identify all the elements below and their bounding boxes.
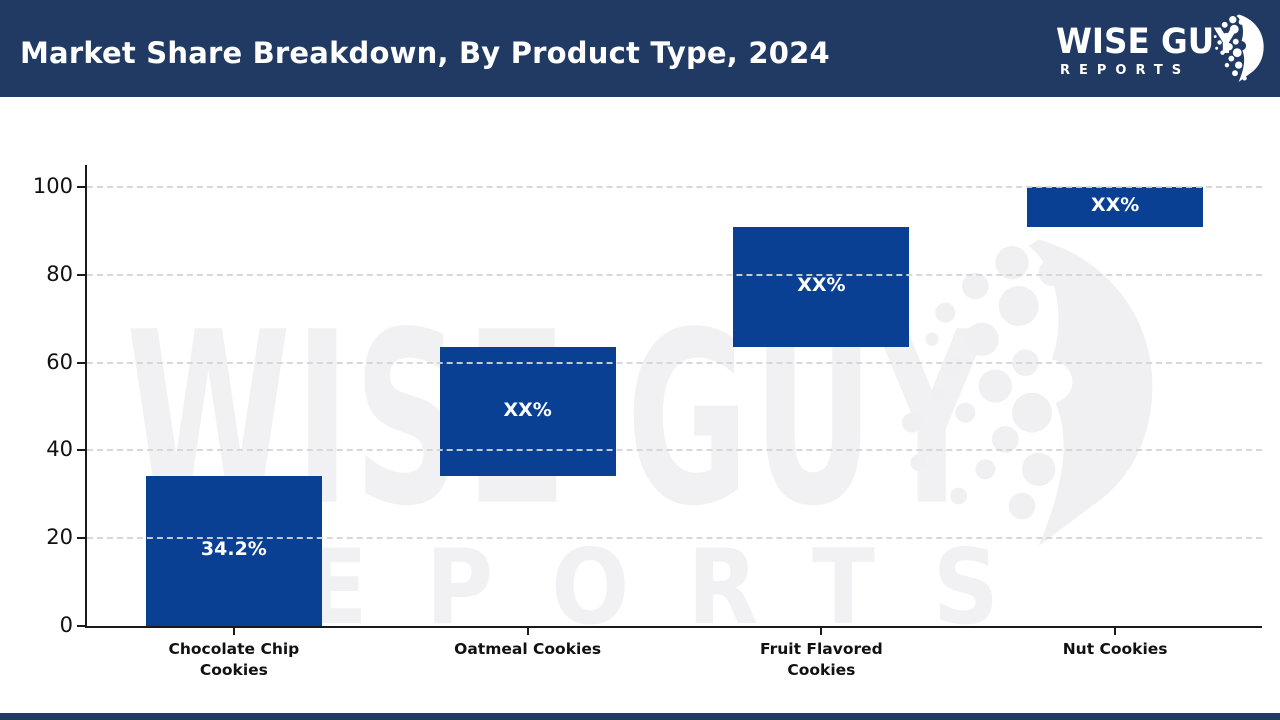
x-tick-label-oatmeal-cookies: Oatmeal Cookies: [413, 639, 643, 660]
x-tickmark-oatmeal-cookies: [526, 628, 529, 635]
y-tick-label-0: 0: [59, 613, 73, 637]
gridline-20: [87, 537, 1262, 540]
x-tick-label-chocolate-chip-cookies: Chocolate Chip Cookies: [119, 639, 349, 681]
y-tick-label-40: 40: [46, 437, 73, 462]
bar-value-label-fruit-flavored-cookies: XX%: [797, 274, 846, 297]
gridline-40: [87, 449, 1262, 452]
x-tick-label-line: Cookies: [787, 661, 856, 679]
bar-value-label-chocolate-chip-cookies: 34.2%: [200, 537, 267, 560]
y-axis-spine: [85, 165, 87, 628]
y-tick-label-60: 60: [46, 349, 73, 374]
y-tick-label-20: 20: [46, 525, 73, 550]
logo-subtext: REPORTS: [1060, 63, 1191, 78]
logo-wordmark: WISE GUY: [1056, 22, 1238, 62]
y-tickmark-80: [77, 273, 85, 276]
x-axis-spine: [85, 626, 1262, 628]
brand-logo: WISE GUY REPORTS: [1018, 6, 1268, 92]
x-tickmark-fruit-flavored-cookies: [820, 628, 823, 635]
bar-oatmeal-cookies: [439, 347, 616, 476]
bar-chocolate-chip-cookies: [145, 475, 322, 626]
x-tick-label-nut-cookies: Nut Cookies: [1000, 639, 1230, 660]
y-tickmark-100: [77, 186, 85, 188]
x-tick-label-line: Chocolate Chip: [168, 640, 300, 658]
y-tickmark-20: [77, 537, 85, 540]
bar-value-label-oatmeal-cookies: XX%: [503, 398, 552, 421]
chart-title: Market Share Breakdown, By Product Type,…: [20, 36, 830, 70]
bar-value-label-nut-cookies: XX%: [1090, 193, 1140, 216]
y-tickmark-40: [77, 449, 85, 452]
x-tick-label-fruit-flavored-cookies: Fruit Flavored Cookies: [706, 639, 936, 681]
x-tick-label-line: Oatmeal Cookies: [454, 640, 602, 658]
x-tickmark-nut-cookies: [1114, 628, 1117, 635]
bar-fruit-flavored-cookies: [733, 227, 910, 348]
logo-face-icon: [1213, 14, 1264, 82]
y-tickmark-60: [77, 361, 85, 364]
y-tickmark-0: [77, 625, 85, 627]
x-tick-label-line: Fruit Flavored: [759, 640, 883, 658]
footer-bar: [0, 713, 1280, 720]
gridline-60: [87, 361, 1262, 364]
gridline-100: [87, 186, 1262, 188]
x-tick-label-line: Nut Cookies: [1062, 640, 1168, 658]
bar-nut-cookies: [1027, 187, 1204, 227]
y-tick-label-80: 80: [46, 261, 73, 286]
x-tickmark-chocolate-chip-cookies: [232, 628, 235, 635]
y-tick-label-100: 100: [32, 174, 73, 198]
gridline-80: [87, 273, 1262, 276]
watermark-face-icon: [902, 239, 1153, 547]
x-tick-label-line: Cookies: [199, 661, 268, 679]
header-bar: Market Share Breakdown, By Product Type,…: [0, 0, 1280, 97]
